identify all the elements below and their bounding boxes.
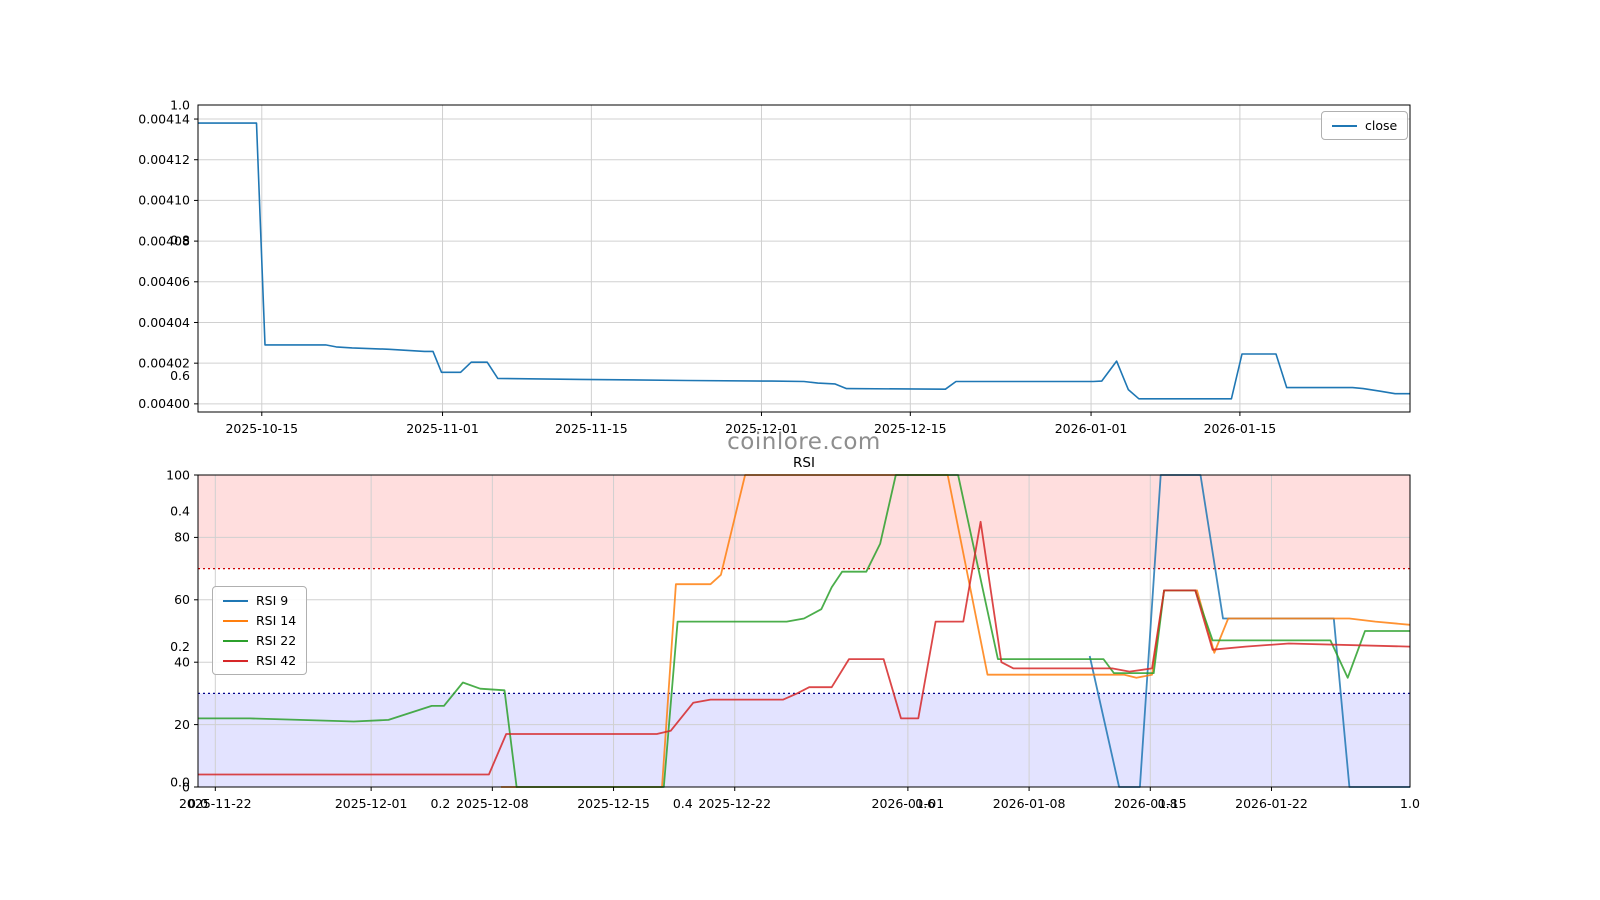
figure-ytick-artifact: 0.4 — [170, 504, 190, 519]
x-tick-label: 2025-11-01 — [406, 421, 479, 436]
rsi-chart-title: RSI — [793, 455, 815, 471]
y-tick-label: 0.00404 — [138, 315, 190, 330]
price-legend: close — [1321, 111, 1409, 140]
legend-item-rsi-9: RSI 9 — [223, 592, 296, 609]
rsi-legend: RSI 9 RSI 14 RSI 22 RSI 42 — [212, 586, 308, 675]
x-tick-label: 2026-01-15 — [1204, 421, 1277, 436]
legend-item-close: close — [1332, 117, 1397, 134]
x-tick-label: 2025-12-22 — [698, 796, 771, 811]
y-tick-label: 80 — [174, 530, 190, 545]
y-tick-label: 60 — [174, 592, 190, 607]
overbought-band — [198, 475, 1410, 569]
rsi9-line-sample — [223, 599, 248, 602]
legend-label-rsi-42: RSI 42 — [256, 653, 297, 668]
rsi22-line-sample — [223, 639, 248, 642]
x-tick-label: 2026-01-01 — [1055, 421, 1128, 436]
figure-xtick-artifact: 0.6 — [915, 796, 935, 811]
series-close — [198, 122, 1410, 400]
y-tick-label: 0 — [182, 779, 190, 794]
legend-label-rsi-22: RSI 22 — [256, 633, 297, 648]
y-tick-label: 0.00400 — [138, 396, 190, 411]
x-tick-label: 2025-12-01 — [335, 796, 408, 811]
legend-label-rsi-14: RSI 14 — [256, 613, 297, 628]
rsi42-line-sample — [223, 659, 248, 662]
legend-label-close: close — [1365, 118, 1398, 133]
y-tick-label: 0.00406 — [138, 274, 190, 289]
y-tick-label: 0.00408 — [138, 233, 190, 248]
series-rsi-42 — [198, 520, 1411, 776]
figure-ytick-artifact: 0.8 — [170, 233, 190, 248]
x-tick-label: 2025-11-22 — [179, 796, 252, 811]
legend-item-rsi-42: RSI 42 — [223, 652, 296, 669]
watermark: coinlore.com — [727, 429, 881, 455]
figure-xtick-artifact: 0.8 — [1158, 796, 1178, 811]
y-tick-label: 0.00402 — [138, 355, 190, 370]
axes-border — [197, 474, 1411, 788]
y-tick-label: 0.00410 — [138, 193, 190, 208]
y-tick-label: 0.00414 — [138, 111, 190, 126]
figure-ytick-artifact: 0.0 — [170, 774, 190, 789]
x-tick-label: 2026-01-22 — [1235, 796, 1308, 811]
series-rsi-14 — [501, 474, 1411, 788]
figure-ytick-artifact: 0.6 — [170, 368, 190, 383]
figure-ytick-artifact: 0.2 — [170, 639, 190, 654]
figure-ytick-artifact: 1.0 — [170, 97, 190, 112]
legend-item-rsi-22: RSI 22 — [223, 632, 296, 649]
y-tick-label: 40 — [174, 655, 190, 670]
x-tick-label: 2025-12-15 — [577, 796, 650, 811]
x-tick-label: 2025-11-15 — [555, 421, 628, 436]
x-tick-label: 2026-01-01 — [872, 796, 945, 811]
x-tick-label: 2025-12-08 — [456, 796, 529, 811]
rsi14-line-sample — [223, 619, 248, 622]
figure-xtick-artifact: 0.4 — [673, 796, 693, 811]
x-tick-label: 2025-12-01 — [725, 421, 798, 436]
y-tick-label: 20 — [174, 717, 190, 732]
legend-item-rsi-14: RSI 14 — [223, 612, 296, 629]
close-line-sample — [1332, 124, 1357, 127]
figure-xtick-artifact: 0.0 — [188, 796, 208, 811]
figure-xtick-artifact: 0.2 — [430, 796, 450, 811]
figure-xtick-artifact: 1.0 — [1400, 796, 1420, 811]
y-tick-label: 100 — [166, 467, 190, 482]
x-tick-label: 2026-01-08 — [993, 796, 1066, 811]
x-tick-label: 2025-10-15 — [225, 421, 298, 436]
oversold-band — [198, 693, 1410, 787]
x-tick-label: 2026-01-15 — [1114, 796, 1187, 811]
axes-border — [197, 104, 1411, 413]
legend-label-rsi-9: RSI 9 — [256, 593, 289, 608]
x-tick-label: 2025-12-15 — [874, 421, 947, 436]
y-tick-label: 0.00412 — [138, 152, 190, 167]
